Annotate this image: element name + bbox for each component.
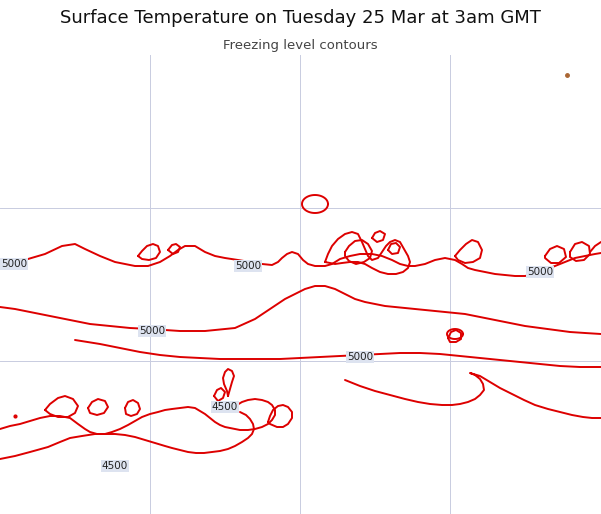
Text: 5000: 5000	[527, 267, 553, 277]
Text: Surface Temperature on Tuesday 25 Mar at 3am GMT: Surface Temperature on Tuesday 25 Mar at…	[60, 9, 541, 27]
Text: 5000: 5000	[235, 261, 261, 271]
Text: 5000: 5000	[347, 352, 373, 362]
Text: 5000: 5000	[139, 326, 165, 336]
Text: 5000: 5000	[1, 259, 27, 269]
Text: 4500: 4500	[102, 461, 128, 471]
Text: 4500: 4500	[212, 402, 238, 412]
Text: Freezing level contours: Freezing level contours	[223, 39, 378, 51]
